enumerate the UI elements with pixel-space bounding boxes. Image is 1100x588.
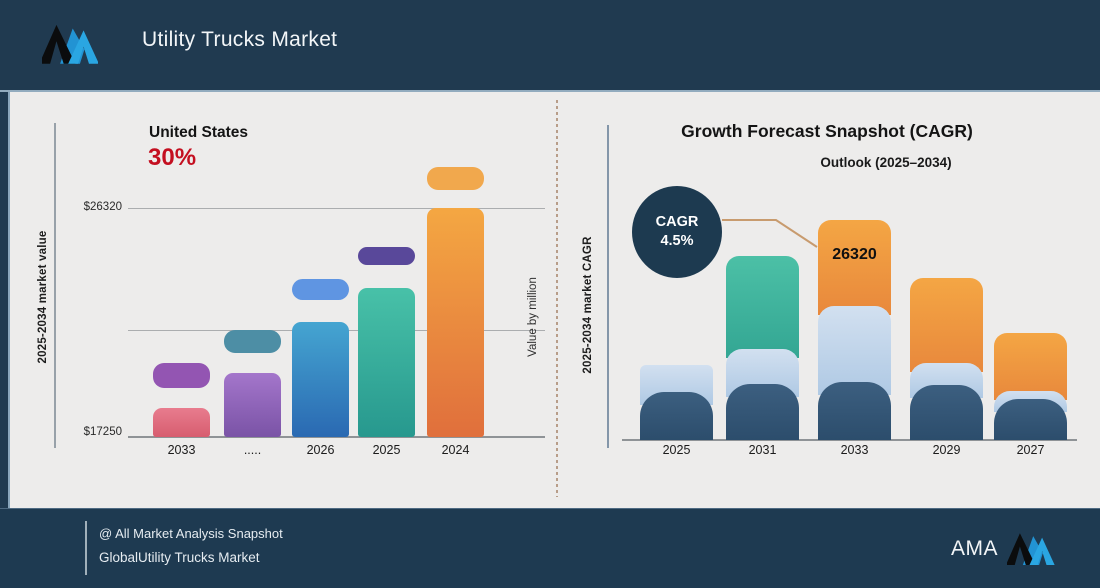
bar-2026	[292, 322, 349, 437]
bar-2027-base	[994, 399, 1067, 440]
x-axis-label: 2033	[167, 443, 196, 457]
left-chart-highlight-value: 30%	[148, 144, 197, 171]
header-bar: Utility Trucks Market	[0, 0, 1100, 92]
bar-2031-teal	[726, 256, 799, 358]
right-y-axis-line	[607, 125, 609, 448]
footer-note-line1: @ All Market Analysis Snapshot	[99, 526, 283, 541]
footer-brand-text: AMA	[951, 537, 999, 560]
y-tick-bottom: $17250	[83, 426, 122, 438]
x-axis-label: 2029	[932, 443, 961, 457]
bar-.....	[224, 373, 281, 437]
right-chart-title: Growth Forecast Snapshot (CAGR)	[681, 121, 973, 141]
bar-2033	[153, 408, 210, 437]
bar-2033-base	[818, 382, 891, 440]
bar-2029-base	[910, 385, 983, 440]
cagr-badge: CAGR 4.5%	[632, 186, 722, 278]
right-chart-subtitle: Outlook (2025–2034)	[820, 155, 952, 170]
bar-cap-.....	[224, 330, 281, 353]
panel-divider-dashed-line	[556, 100, 558, 497]
left-y-axis-label: 2025-2034 market value	[37, 230, 49, 364]
footer-divider-line	[85, 521, 87, 575]
bar-cap-2025	[358, 247, 415, 265]
bar-2029-orange	[910, 278, 983, 372]
bar-cap-2033	[153, 363, 210, 388]
x-axis-label: .....	[243, 443, 262, 457]
left-x-axis-line	[128, 436, 545, 438]
bar-2027-orange	[994, 333, 1067, 400]
cagr-badge-line1: CAGR	[655, 214, 699, 231]
bar-2033-mid	[818, 306, 891, 395]
bar-cap-2026	[292, 279, 349, 300]
left-y-axis-line	[54, 123, 56, 448]
bar-value-label: 26320	[832, 246, 877, 263]
y-tick-top: $26320	[83, 201, 122, 213]
bar-cap-2024	[427, 167, 484, 190]
x-axis-label: 2027	[1016, 443, 1045, 457]
right-y-axis-label: 2025-2034 market CAGR	[582, 236, 594, 374]
x-axis-label: 2026	[306, 443, 335, 457]
gridline-26320	[128, 208, 545, 209]
bar-2025-base	[640, 392, 713, 440]
page-title: Utility Trucks Market	[142, 28, 338, 51]
ama-logo-icon	[42, 24, 98, 64]
bar-2024	[427, 208, 484, 437]
x-axis-label: 2025	[372, 443, 401, 457]
bar-2031-base	[726, 384, 799, 440]
left-chart-heading: United States	[149, 124, 249, 141]
ama-logo-icon	[1007, 533, 1055, 565]
right-x-axis-line	[622, 439, 1077, 441]
cagr-badge-line2: 4.5%	[660, 233, 694, 249]
bar-2033-orange	[818, 220, 891, 315]
x-axis-label: 2031	[748, 443, 777, 457]
x-axis-label: 2024	[441, 443, 470, 457]
x-axis-label: 2025	[662, 443, 691, 457]
footer-note-line2: GlobalUtility Trucks Market	[99, 550, 260, 565]
bar-2025	[358, 288, 415, 437]
x-axis-label: 2033	[840, 443, 869, 457]
value-by-million-label: Value by million	[527, 277, 539, 357]
footer-bar: @ All Market Analysis Snapshot GlobalUti…	[0, 508, 1100, 588]
